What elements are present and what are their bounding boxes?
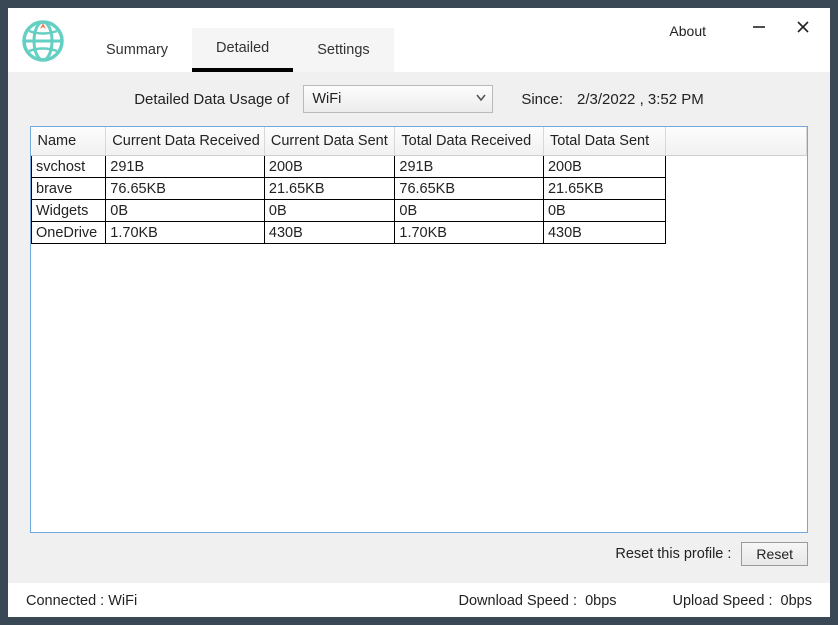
upload-label: Upload Speed : bbox=[673, 593, 773, 609]
tab-settings[interactable]: Settings bbox=[293, 28, 393, 72]
since-label: Since: bbox=[521, 91, 563, 108]
table-cell: 1.70KB bbox=[395, 222, 544, 244]
status-connected: Connected : WiFi bbox=[26, 593, 137, 609]
tab-detailed[interactable]: Detailed bbox=[192, 28, 293, 72]
titlebar: Summary Detailed Settings About bbox=[8, 8, 830, 72]
table-header-cell[interactable]: Current Data Sent bbox=[264, 127, 395, 156]
table-cell: 76.65KB bbox=[106, 178, 265, 200]
table-row[interactable]: svchost291B200B291B200B bbox=[32, 156, 807, 178]
filter-label: Detailed Data Usage of bbox=[134, 91, 289, 108]
table-cell: 21.65KB bbox=[264, 178, 395, 200]
table-cell: brave bbox=[32, 178, 106, 200]
table-cell bbox=[666, 200, 807, 222]
table-cell: 1.70KB bbox=[106, 222, 265, 244]
window-controls: About bbox=[669, 12, 822, 42]
filter-row: Detailed Data Usage of WiFi Since: 2/3/2… bbox=[30, 72, 808, 126]
table-cell: 291B bbox=[395, 156, 544, 178]
download-label: Download Speed : bbox=[459, 593, 578, 609]
chevron-down-icon bbox=[476, 93, 486, 105]
outer-frame: Summary Detailed Settings About Detailed… bbox=[0, 0, 838, 625]
table-header-cell[interactable]: Name bbox=[32, 127, 106, 156]
table-cell: 0B bbox=[543, 200, 665, 222]
table-cell bbox=[666, 156, 807, 178]
table-cell: 0B bbox=[264, 200, 395, 222]
status-upload: Upload Speed : 0bps bbox=[673, 593, 812, 609]
minimize-icon bbox=[752, 20, 766, 34]
app-logo bbox=[22, 20, 64, 62]
table-cell: Widgets bbox=[32, 200, 106, 222]
minimize-button[interactable] bbox=[740, 12, 778, 42]
tab-summary[interactable]: Summary bbox=[82, 28, 192, 72]
table-header-cell[interactable]: Total Data Sent bbox=[543, 127, 665, 156]
table-header-cell[interactable]: Current Data Received bbox=[106, 127, 265, 156]
interface-select-value: WiFi bbox=[312, 91, 341, 107]
data-table: NameCurrent Data ReceivedCurrent Data Se… bbox=[31, 127, 807, 244]
data-table-container: NameCurrent Data ReceivedCurrent Data Se… bbox=[30, 126, 808, 533]
table-header-cell[interactable] bbox=[666, 127, 807, 156]
close-button[interactable] bbox=[784, 12, 822, 42]
upload-value: 0bps bbox=[781, 593, 812, 609]
table-cell: OneDrive bbox=[32, 222, 106, 244]
table-cell: 76.65KB bbox=[395, 178, 544, 200]
table-header-row: NameCurrent Data ReceivedCurrent Data Se… bbox=[32, 127, 807, 156]
reset-row: Reset this profile : Reset bbox=[30, 533, 808, 575]
table-cell: 291B bbox=[106, 156, 265, 178]
app-window: Summary Detailed Settings About Detailed… bbox=[8, 8, 830, 617]
table-cell: 0B bbox=[395, 200, 544, 222]
table-cell: 430B bbox=[543, 222, 665, 244]
content-area: Detailed Data Usage of WiFi Since: 2/3/2… bbox=[8, 72, 830, 583]
table-row[interactable]: OneDrive1.70KB430B1.70KB430B bbox=[32, 222, 807, 244]
download-value: 0bps bbox=[585, 593, 616, 609]
table-cell: 200B bbox=[264, 156, 395, 178]
about-link[interactable]: About bbox=[669, 23, 706, 39]
status-download: Download Speed : 0bps bbox=[459, 593, 617, 609]
interface-select[interactable]: WiFi bbox=[303, 85, 493, 113]
since-value: 2/3/2022 , 3:52 PM bbox=[577, 91, 704, 108]
close-icon bbox=[796, 20, 810, 34]
table-cell: svchost bbox=[32, 156, 106, 178]
table-cell: 0B bbox=[106, 200, 265, 222]
table-header-cell[interactable]: Total Data Received bbox=[395, 127, 544, 156]
status-bar: Connected : WiFi Download Speed : 0bps U… bbox=[8, 583, 830, 617]
table-body: svchost291B200B291B200Bbrave76.65KB21.65… bbox=[32, 156, 807, 244]
table-cell: 200B bbox=[543, 156, 665, 178]
reset-label: Reset this profile : bbox=[615, 546, 731, 562]
globe-icon bbox=[22, 20, 64, 62]
tab-bar: Summary Detailed Settings bbox=[82, 8, 394, 72]
table-row[interactable]: Widgets0B0B0B0B bbox=[32, 200, 807, 222]
table-cell bbox=[666, 178, 807, 200]
reset-button[interactable]: Reset bbox=[741, 542, 808, 566]
table-cell: 21.65KB bbox=[543, 178, 665, 200]
table-cell bbox=[666, 222, 807, 244]
table-row[interactable]: brave76.65KB21.65KB76.65KB21.65KB bbox=[32, 178, 807, 200]
table-cell: 430B bbox=[264, 222, 395, 244]
